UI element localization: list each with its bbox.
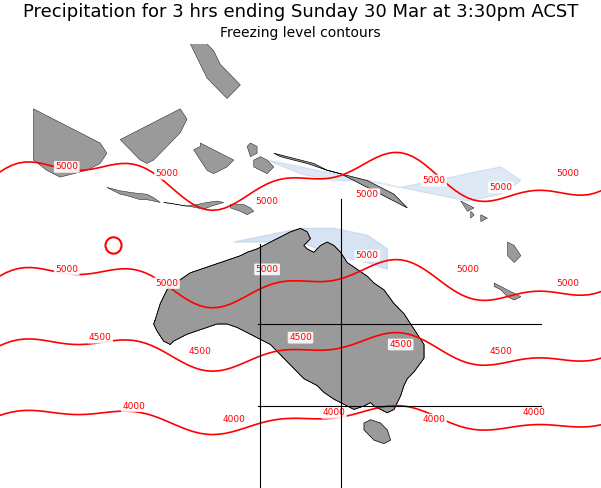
Text: 5000: 5000 (556, 279, 579, 287)
Polygon shape (471, 211, 474, 218)
Polygon shape (254, 157, 274, 174)
Text: 4000: 4000 (523, 408, 546, 417)
Polygon shape (187, 23, 240, 99)
Text: 5000: 5000 (423, 176, 445, 185)
Text: 5000: 5000 (456, 265, 479, 274)
Text: 5000: 5000 (55, 163, 78, 171)
Polygon shape (154, 228, 424, 413)
Polygon shape (247, 143, 257, 157)
Text: 4000: 4000 (222, 415, 245, 424)
Polygon shape (234, 228, 387, 269)
Text: 5000: 5000 (356, 251, 379, 260)
Text: 4000: 4000 (423, 415, 445, 424)
Text: Precipitation for 3 hrs ending Sunday 30 Mar at 3:30pm ACST: Precipitation for 3 hrs ending Sunday 30… (23, 3, 578, 21)
Polygon shape (230, 204, 254, 215)
Polygon shape (194, 143, 234, 174)
Text: 4500: 4500 (289, 333, 312, 342)
Polygon shape (507, 242, 521, 263)
Text: 4000: 4000 (323, 408, 346, 417)
Polygon shape (364, 420, 391, 444)
Text: 5000: 5000 (156, 169, 178, 178)
Text: 5000: 5000 (255, 265, 279, 274)
Text: 5000: 5000 (255, 197, 279, 205)
Text: 5000: 5000 (556, 169, 579, 178)
Text: 4500: 4500 (189, 347, 212, 356)
Text: Freezing level contours: Freezing level contours (220, 26, 381, 40)
Polygon shape (274, 153, 407, 208)
Text: 5000: 5000 (356, 190, 379, 199)
Text: 4500: 4500 (489, 347, 512, 356)
Polygon shape (267, 160, 521, 201)
Polygon shape (481, 215, 487, 222)
Text: 5000: 5000 (156, 279, 178, 287)
Polygon shape (34, 109, 107, 177)
Text: 4500: 4500 (89, 333, 112, 342)
Text: 5000: 5000 (489, 183, 512, 192)
Polygon shape (494, 283, 521, 300)
Polygon shape (163, 201, 224, 209)
Polygon shape (461, 201, 474, 211)
Polygon shape (107, 187, 160, 203)
Text: 5000: 5000 (55, 265, 78, 274)
Polygon shape (120, 109, 187, 163)
Text: 4500: 4500 (389, 340, 412, 349)
Text: 4000: 4000 (122, 402, 145, 410)
